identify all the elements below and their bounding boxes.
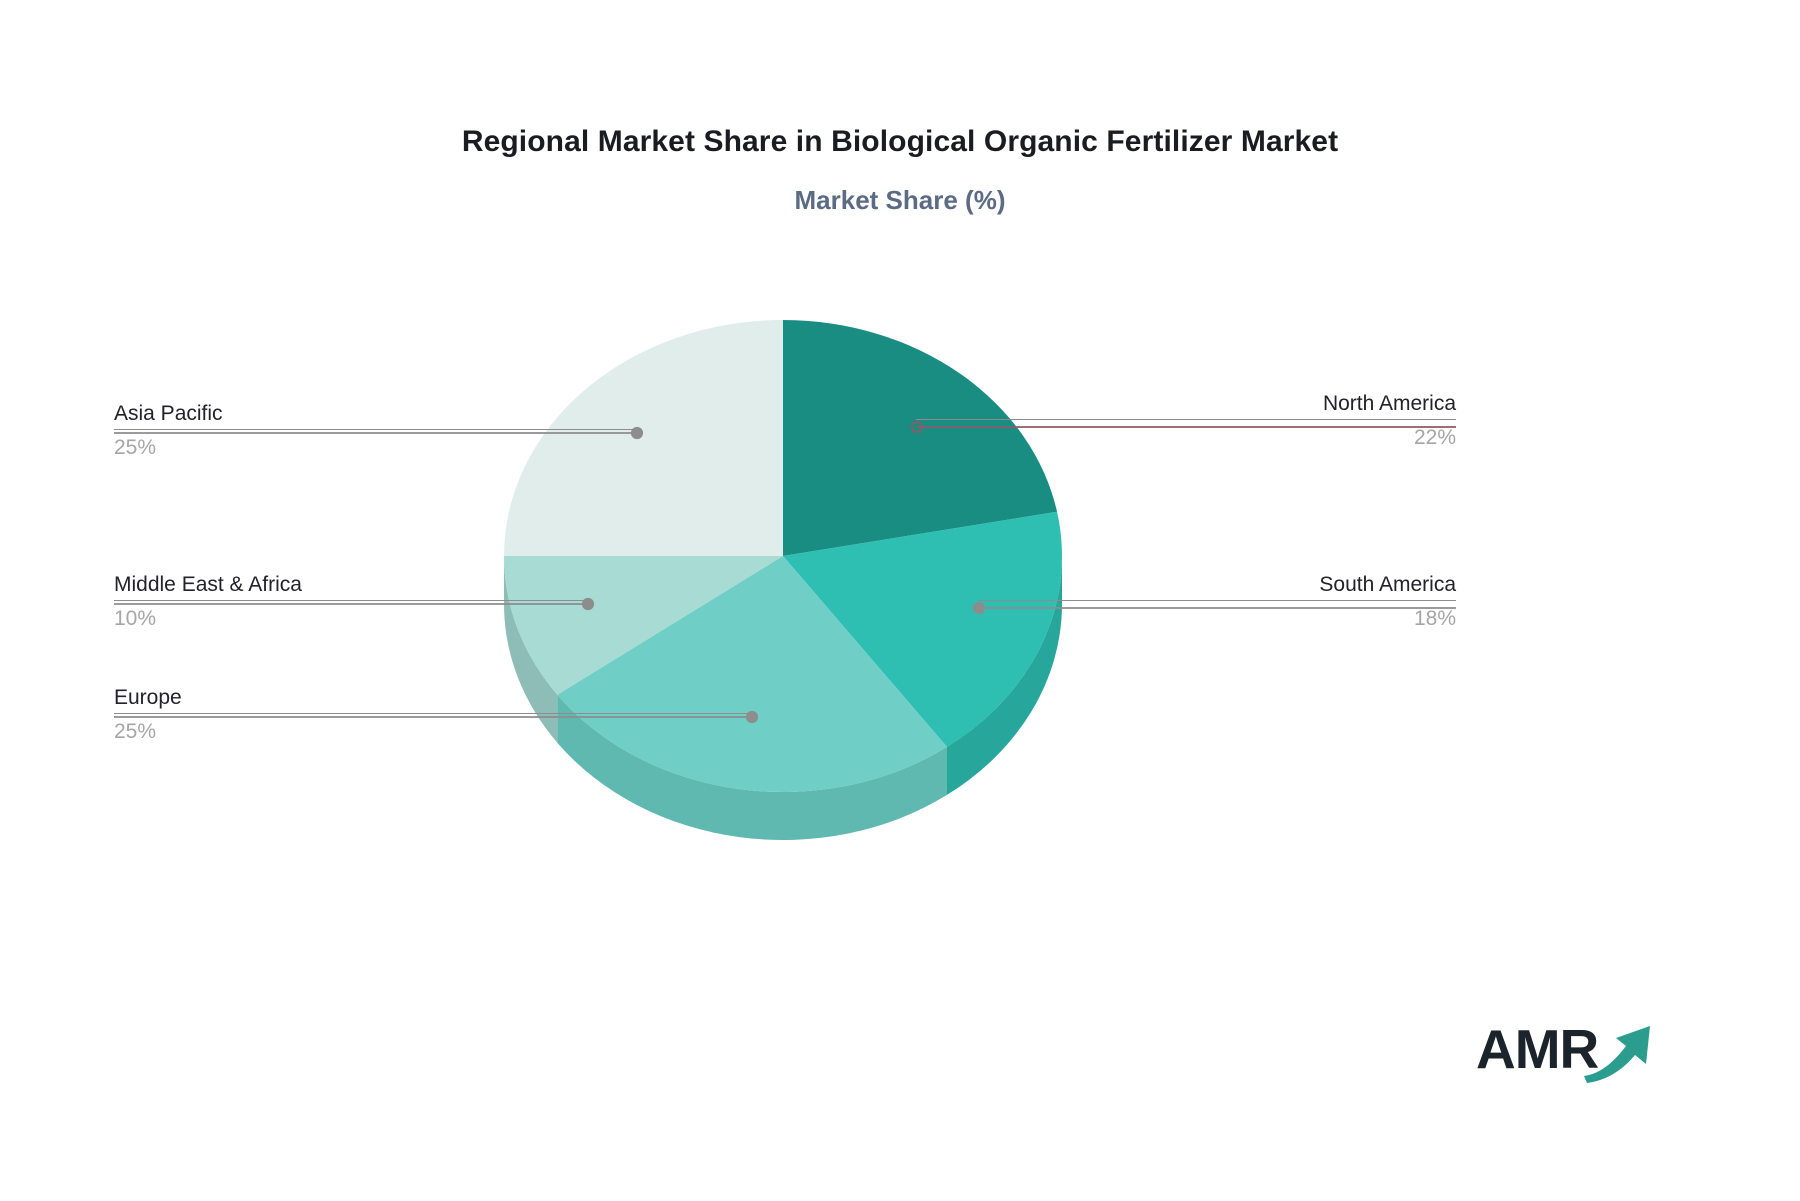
callout-value-north-america: 22% [1413,426,1456,450]
callout-north-america: North America 22% [916,392,1456,450]
callout-value-europe: 25% [114,720,157,744]
chart-subtitle: Market Share (%) [794,185,1006,215]
callout-asia-pacific: Asia Pacific 25% [114,402,642,460]
growth-arrow-icon [1584,1026,1650,1083]
callout-label-europe: Europe [114,686,182,709]
callout-value-middle-east-africa: 10% [114,607,157,631]
leader-dot-north-america [910,420,924,434]
pie-slice-middle-east-africa [504,556,783,695]
callout-label-north-america: North America [1322,392,1456,415]
callout-rule-europe [114,713,757,715]
chart-title: Regional Market Share in Biological Orga… [461,125,1339,158]
pie-slice-europe [557,556,947,793]
leader-lines [114,420,1456,724]
callout-europe: Europe 25% [114,686,757,744]
pie-3d-sides [504,556,1062,840]
callout-middle-east-africa: Middle East & Africa 10% [114,573,592,631]
pie-slice-south-america [783,511,1062,747]
callout-label-south-america: South America [1319,573,1456,596]
pie-slice-asia-pacific [504,320,783,556]
callout-rule-south-america [978,600,1456,602]
leader-dot-south-america [972,601,986,615]
callout-value-south-america: 18% [1413,607,1456,631]
leader-dot-europe [745,710,759,724]
amr-logo: AMR [1476,1018,1656,1083]
callout-rule-middle-east-africa [114,600,592,602]
callout-rule-asia-pacific [114,429,642,431]
callout-label-asia-pacific: Asia Pacific [114,402,223,425]
callout-south-america: South America 18% [978,573,1456,631]
callout-rule-north-america [916,419,1456,421]
pie-slices [504,320,1062,793]
leader-dot-asia-pacific [630,426,644,440]
leader-dot-middle-east-africa [581,597,595,611]
amr-logo-text: AMR [1476,1018,1599,1080]
callout-value-asia-pacific: 25% [114,436,157,460]
callout-label-middle-east-africa: Middle East & Africa [114,573,302,596]
pie-slice-north-america [783,320,1058,556]
